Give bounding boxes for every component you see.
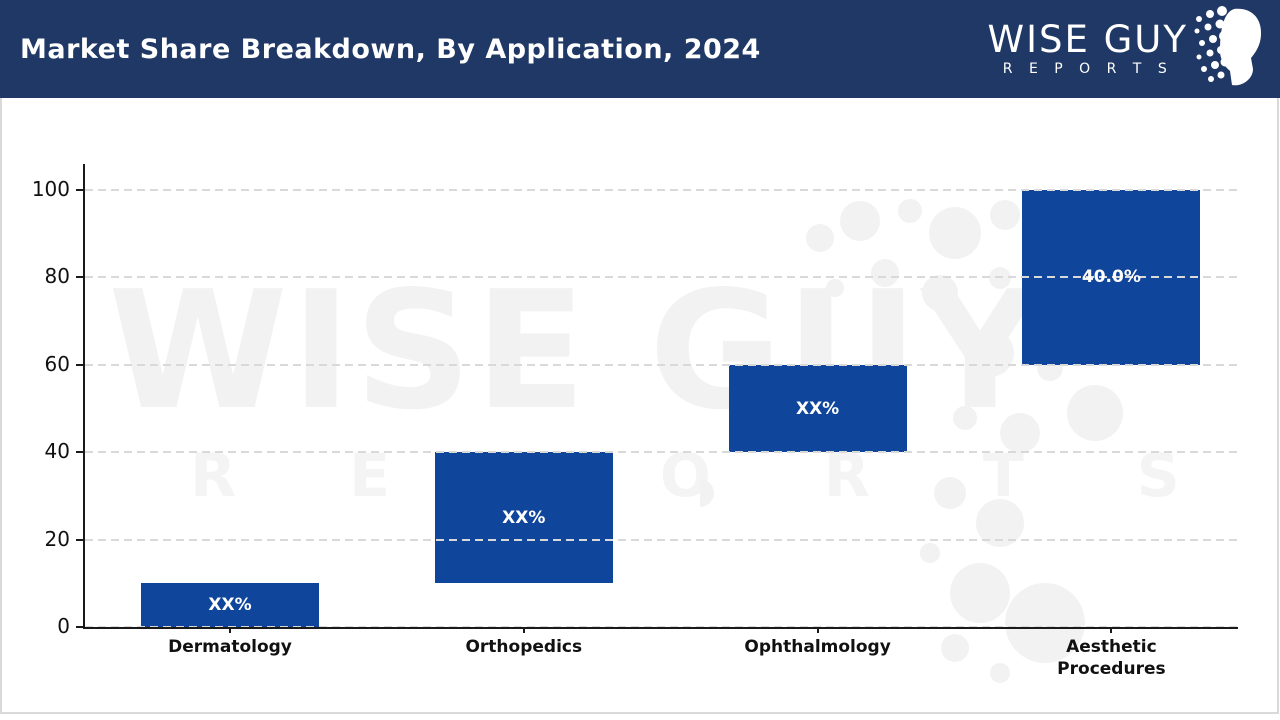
x-category-label: Aesthetic Procedures [1057, 637, 1166, 680]
logo-subtitle: R E P O R T S [1002, 61, 1173, 77]
y-tick-label: 40 [44, 439, 70, 464]
x-axis-line [83, 627, 1238, 629]
header: Market Share Breakdown, By Application, … [0, 0, 1280, 98]
y-tick-label: 0 [57, 614, 70, 638]
bar-ophthalmology [728, 364, 907, 453]
y-tick-label: 60 [44, 351, 70, 376]
y-tick-label: 100 [31, 177, 70, 201]
bar-value-label: 40.0% [1081, 267, 1141, 288]
bar-value-label: XX% [795, 398, 840, 419]
gridline-80 [85, 276, 1238, 279]
x-tick-mark [816, 627, 819, 633]
gridline-100 [85, 189, 1238, 191]
wiseguy-logo: WISE GUY R E P O R T S [988, 0, 1268, 98]
gridline-60 [85, 363, 1238, 366]
y-tick-mark [76, 363, 84, 366]
x-category-label: Ophthalmology [744, 637, 891, 657]
bar-value-label: XX% [502, 507, 546, 528]
x-tick-mark [1110, 627, 1113, 633]
gridline-40 [85, 451, 1238, 454]
logo-text: WISE GUY R E P O R T S [988, 21, 1188, 77]
x-category-label: Dermatology [168, 637, 292, 657]
y-tick-mark [76, 451, 84, 454]
bar-dermatology [141, 583, 319, 627]
y-tick-label: 80 [44, 264, 70, 289]
y-tick-label: 20 [44, 526, 70, 551]
watermark-subtitle: R E P O R T S [190, 441, 1226, 511]
x-tick-mark [522, 627, 525, 633]
y-tick-mark [76, 538, 84, 541]
logo-wordmark: WISE GUY [987, 18, 1188, 61]
x-category-label: Orthopedics [465, 637, 583, 657]
page-title: Market Share Breakdown, By Application, … [20, 33, 761, 65]
y-axis-line [83, 164, 85, 629]
y-tick-mark [76, 276, 84, 279]
wiseguy-face-icon [1194, 6, 1262, 86]
y-tick-mark [76, 189, 84, 191]
chart-area: WISE GUY R E P O R T S 0 20 40 60 80 100 XX% X… [0, 98, 1280, 720]
gridline-20 [85, 538, 1238, 541]
y-tick-mark [76, 626, 84, 628]
x-tick-mark [229, 627, 231, 633]
bar-orthopedics [434, 452, 613, 584]
bar-value-label: XX% [208, 595, 252, 616]
